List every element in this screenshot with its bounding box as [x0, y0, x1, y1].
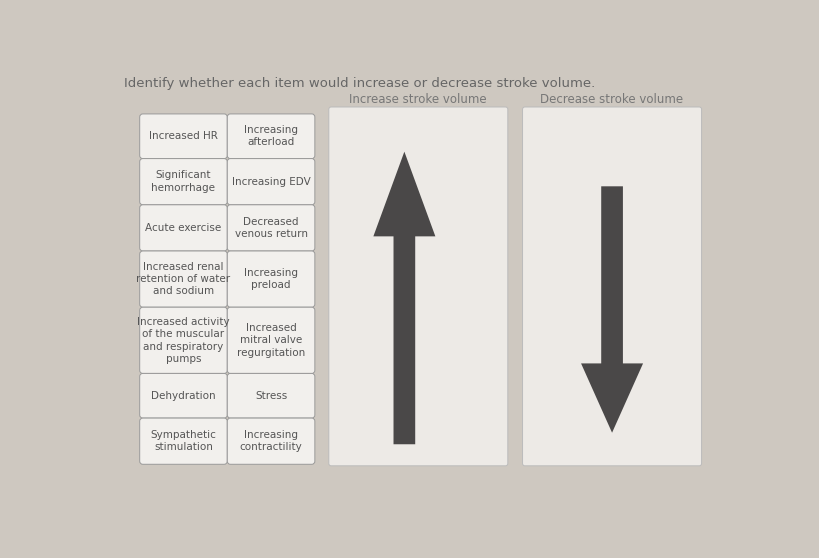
FancyBboxPatch shape	[227, 205, 314, 251]
Polygon shape	[373, 152, 435, 444]
Text: Increased
mitral valve
regurgitation: Increased mitral valve regurgitation	[237, 323, 305, 358]
FancyBboxPatch shape	[227, 114, 314, 158]
Text: Identify whether each item would increase or decrease stroke volume.: Identify whether each item would increas…	[124, 77, 595, 90]
FancyBboxPatch shape	[139, 373, 227, 418]
FancyBboxPatch shape	[139, 158, 227, 205]
FancyBboxPatch shape	[227, 418, 314, 464]
Text: Stress: Stress	[255, 391, 287, 401]
FancyBboxPatch shape	[139, 418, 227, 464]
Text: Dehydration: Dehydration	[151, 391, 215, 401]
FancyBboxPatch shape	[227, 307, 314, 373]
Text: Sympathetic
stimulation: Sympathetic stimulation	[151, 430, 216, 453]
Text: Acute exercise: Acute exercise	[145, 223, 221, 233]
Text: Increasing
preload: Increasing preload	[244, 268, 297, 290]
FancyBboxPatch shape	[522, 107, 701, 466]
FancyBboxPatch shape	[139, 205, 227, 251]
Text: Increased activity
of the muscular
and respiratory
pumps: Increased activity of the muscular and r…	[137, 317, 229, 364]
Text: Increasing
afterload: Increasing afterload	[244, 125, 297, 147]
Text: Significant
hemorrhage: Significant hemorrhage	[152, 171, 215, 193]
Text: Increasing EDV: Increasing EDV	[232, 177, 310, 187]
FancyBboxPatch shape	[139, 307, 227, 373]
Text: Increasing
contractility: Increasing contractility	[239, 430, 302, 453]
FancyBboxPatch shape	[227, 373, 314, 418]
Text: Decrease stroke volume: Decrease stroke volume	[540, 93, 683, 106]
FancyBboxPatch shape	[139, 251, 227, 307]
FancyBboxPatch shape	[227, 158, 314, 205]
FancyBboxPatch shape	[139, 114, 227, 158]
Text: Increased HR: Increased HR	[149, 131, 218, 141]
Text: Increased renal
retention of water
and sodium: Increased renal retention of water and s…	[136, 262, 230, 296]
Polygon shape	[581, 186, 642, 432]
FancyBboxPatch shape	[227, 251, 314, 307]
Text: Decreased
venous return: Decreased venous return	[234, 217, 307, 239]
Text: Increase stroke volume: Increase stroke volume	[349, 93, 486, 106]
FancyBboxPatch shape	[328, 107, 507, 466]
